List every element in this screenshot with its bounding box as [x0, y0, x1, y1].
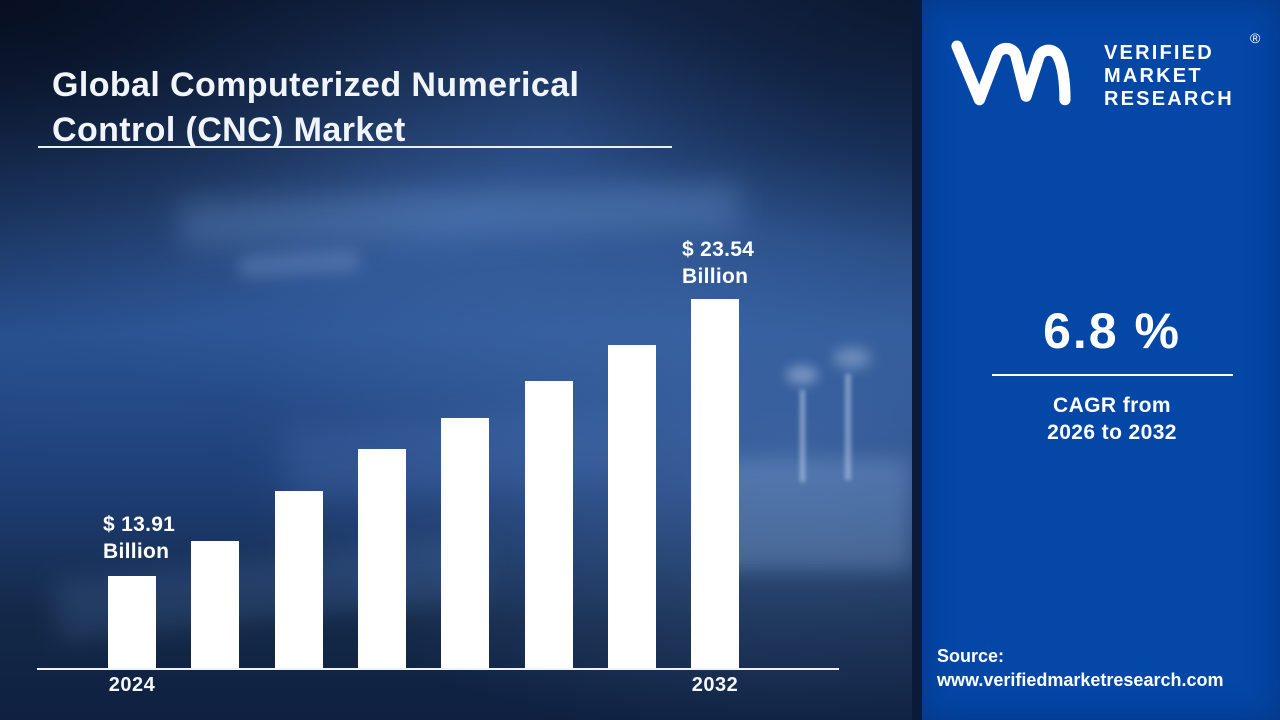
bar-2	[191, 541, 239, 669]
bar-6	[525, 381, 573, 669]
cagr-caption-line1: CAGR from	[1053, 394, 1171, 417]
bg-water-streak	[179, 182, 741, 248]
vmr-monogram-icon	[951, 40, 1071, 106]
page-title-line1: Global Computerized Numerical	[52, 65, 580, 104]
bar-4	[358, 449, 406, 669]
bar-3	[275, 491, 323, 669]
bg-smoke-puff	[786, 366, 818, 384]
cagr-underline	[991, 374, 1233, 376]
brand-line-verified: VERIFIED	[1104, 42, 1214, 64]
bar-1	[108, 576, 156, 669]
source-url[interactable]: www.verifiedmarketresearch.com	[937, 670, 1224, 690]
last-bar-unit: Billion	[682, 265, 749, 288]
cagr-block: 6.8 % CAGR from 2026 to 2032	[922, 302, 1280, 446]
brand-line-market: MARKET	[1104, 65, 1203, 87]
source-block: Source: www.verifiedmarketresearch.com	[937, 644, 1223, 692]
page-title-line2: Control (CNC) Market	[52, 110, 406, 149]
last-bar-value: $ 23.54	[682, 238, 755, 261]
first-bar-value: $ 13.91	[103, 513, 176, 536]
bg-ship-silhouette	[237, 249, 361, 279]
bar-7	[608, 345, 656, 669]
x-tick-2024: 2024	[108, 674, 156, 696]
page-title: Global Computerized Numerical Control (C…	[52, 63, 579, 153]
panel-divider	[912, 0, 922, 720]
first-bar-unit: Billion	[103, 540, 170, 563]
brand-line-research: RESEARCH	[1104, 88, 1234, 110]
bar-8	[691, 299, 739, 669]
info-panel: VERIFIED MARKET RESEARCH ® 6.8 % CAGR fr…	[922, 0, 1280, 720]
brand-logo: VERIFIED MARKET RESEARCH	[938, 34, 1234, 111]
chart-panel-background: Global Computerized Numerical Control (C…	[0, 0, 912, 720]
registered-trademark-icon: ®	[1250, 30, 1261, 46]
bg-smoke-puff	[833, 348, 871, 368]
cagr-caption-line2: 2026 to 2032	[1047, 421, 1177, 444]
x-tick-2032: 2032	[691, 674, 739, 696]
first-bar-value-label: $ 13.91 Billion	[103, 511, 175, 565]
cagr-caption: CAGR from 2026 to 2032	[944, 392, 1280, 446]
cagr-value: 6.8 %	[1043, 303, 1181, 359]
bg-chimney	[845, 374, 851, 480]
last-bar-value-label: $ 23.54 Billion	[682, 236, 754, 290]
bg-factory-block	[718, 458, 910, 570]
brand-wordmark: VERIFIED MARKET RESEARCH	[1104, 42, 1234, 111]
bg-chimney	[800, 390, 805, 482]
source-label: Source:	[937, 646, 1005, 666]
bar-5	[441, 418, 489, 669]
x-axis-line	[37, 668, 839, 670]
title-underline	[38, 146, 672, 148]
